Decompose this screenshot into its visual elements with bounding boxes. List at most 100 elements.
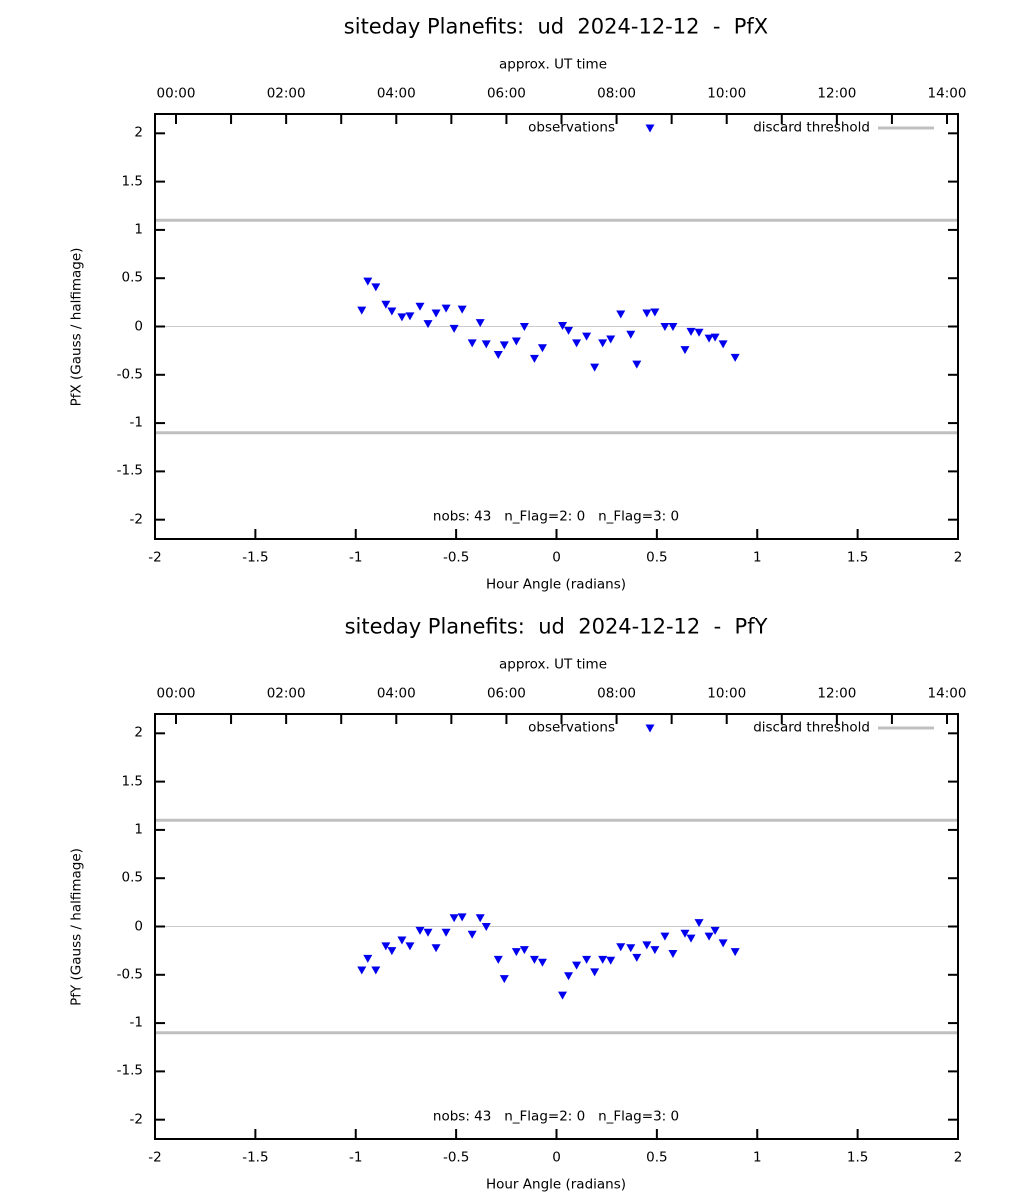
observation-marker [431,944,441,953]
x-tick-label: 1.5 [846,1149,869,1166]
observation-marker [387,307,397,316]
observation-marker [405,312,415,321]
ut-time-tick-label: 08:00 [597,685,637,702]
observation-marker [694,919,704,928]
y-tick-label: 0.5 [121,869,143,886]
observation-marker [572,339,582,348]
observation-marker [441,304,451,313]
observation-marker [387,947,397,956]
observation-marker [718,340,728,349]
ut-time-tick-label: 14:00 [927,85,967,102]
observation-marker [511,948,521,957]
observation-marker [415,302,425,311]
x-tick-label: -1.5 [242,1149,269,1166]
observation-marker [730,948,740,957]
observation-marker [616,310,626,319]
observation-marker [564,972,574,981]
x-tick-label: -1.5 [242,549,269,566]
ut-time-axis-label: approx. UT time [499,656,607,673]
observation-marker [598,339,608,348]
observation-marker [475,319,485,328]
observation-marker [694,328,704,337]
observation-marker [660,323,670,331]
observation-marker [582,332,592,341]
observation-marker [371,966,381,975]
ut-time-axis-label: approx. UT time [499,56,607,73]
y-tick-label: -1 [129,1014,143,1031]
observation-marker [590,968,600,977]
ut-time-tick-label: 14:00 [927,685,967,702]
x-tick-label: -0.5 [442,1149,470,1166]
observation-marker [481,340,491,349]
observation-marker [481,923,491,931]
observation-marker [632,360,642,369]
observation-marker [650,308,660,317]
y-tick-label: 0.5 [121,269,143,286]
observation-marker [680,346,690,355]
chart-title: siteday Planefits: ud 2024-12-12 - PfY [344,614,768,639]
observation-marker [423,928,433,937]
observation-marker [537,344,547,353]
observation-marker [493,351,503,360]
x-tick-label: 0 [552,1149,561,1166]
observation-marker [475,914,485,923]
observation-marker [606,335,616,344]
x-axis-label: Hour Angle (radians) [485,576,627,593]
ut-time-tick-label: 02:00 [266,685,306,702]
ut-time-tick-label: 04:00 [376,85,416,102]
y-tick-label: 1 [134,221,143,238]
observation-marker [668,950,678,959]
observation-marker [704,932,714,941]
observation-marker [415,926,425,935]
legend-observations-marker [645,124,655,133]
x-tick-label: 2 [953,1149,963,1166]
observation-marker [606,956,616,965]
y-tick-label: -2 [129,1110,143,1127]
ut-time-tick-label: 06:00 [486,85,526,102]
ut-time-tick-label: 06:00 [486,685,526,702]
y-tick-label: 1.5 [121,172,143,189]
ut-time-tick-label: 02:00 [266,85,306,102]
observation-marker [590,363,600,372]
observation-marker [710,926,720,935]
chart-panel-pfy: 2 1.5 1 0.5 0 -0.5 -1 -1.5 -2 -2 -1.5 -1 -0.5 0 0.5 1 1.… [0,600,1024,1200]
observation-marker [529,955,539,964]
x-tick-label: -1 [349,549,363,566]
observation-marker [650,946,660,955]
y-tick-label: -1.5 [116,462,143,479]
observation-marker [467,339,477,348]
ut-time-tick-label: 12:00 [817,685,857,702]
y-tick-label: -1.5 [116,1062,143,1079]
x-tick-label: -0.5 [442,549,470,566]
observation-marker [499,341,509,350]
legend-threshold-label: discard threshold [753,719,870,736]
observation-marker [642,941,652,950]
observation-marker [710,333,720,342]
y-axis-label: PfY (Gauss / halfimage) [68,847,85,1006]
x-tick-label: -2 [148,549,162,566]
observation-marker [441,928,451,937]
chart-panel-pfx: 2 1.5 1 0.5 0 -0.5 -1 -1.5 -2 -2 -1.5 -1 -0.5 0 0.5 1 1.… [68,14,967,593]
ut-time-tick-label: 00:00 [156,85,196,102]
observation-marker [397,313,407,322]
observation-marker [564,326,574,335]
observation-marker [582,955,592,964]
observation-marker [499,975,509,984]
legend-observations-label: observations [528,719,615,736]
observation-marker [660,932,670,941]
x-tick-label: 0 [552,549,561,566]
y-tick-label: 2 [134,724,143,741]
x-tick-label: 0.5 [646,549,668,566]
y-tick-label: -0.5 [116,366,143,383]
x-tick-label: -1 [349,1149,363,1166]
y-tick-label: 2 [134,124,143,141]
observation-marker [642,309,652,318]
chart-title: siteday Planefits: ud 2024-12-12 - PfX [343,14,769,39]
y-tick-label: 0 [134,917,143,934]
ut-time-tick-label: 10:00 [707,85,747,102]
observation-marker [381,300,391,309]
ut-time-tick-label: 10:00 [707,685,747,702]
observation-marker [668,323,678,331]
y-tick-label: 1 [134,821,143,838]
x-axis-label: Hour Angle (radians) [485,1176,627,1193]
